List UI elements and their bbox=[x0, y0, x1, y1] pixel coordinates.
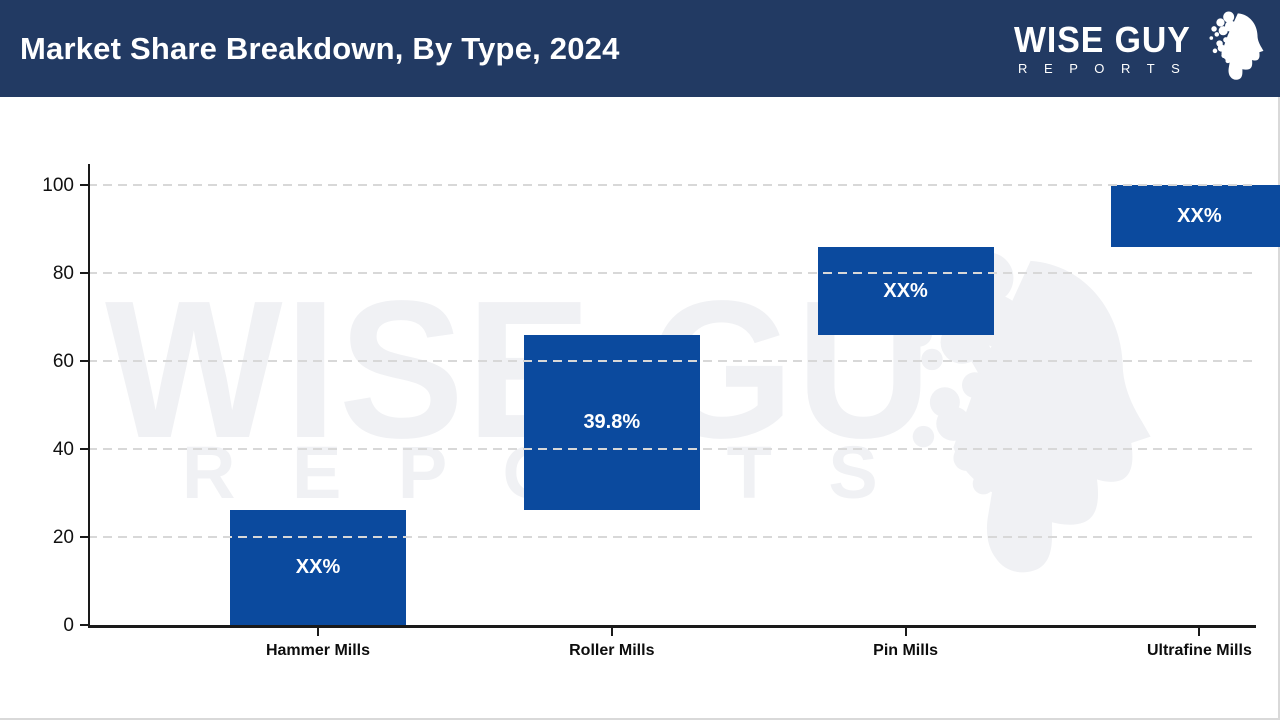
y-tick-40 bbox=[80, 448, 88, 450]
bar-roller-mills bbox=[523, 334, 700, 510]
y-tick-label-40: 40 bbox=[52, 439, 74, 460]
y-tick-100 bbox=[80, 184, 88, 186]
wiseguy-logo-text: WISE GUY R E P O R T S bbox=[1014, 21, 1202, 76]
gridline-y-60 bbox=[88, 360, 1254, 362]
logo-subtitle: R E P O R T S bbox=[1017, 60, 1187, 76]
y-tick-label-20: 20 bbox=[52, 527, 74, 548]
x-tick-4 bbox=[1198, 627, 1201, 636]
x-tick-3 bbox=[904, 627, 907, 636]
gridline-y-40 bbox=[88, 448, 1254, 450]
x-axis-line bbox=[88, 625, 1256, 628]
bar-pin-mills bbox=[817, 247, 994, 335]
y-tick-label-100: 100 bbox=[42, 175, 74, 196]
y-tick-80 bbox=[80, 272, 88, 274]
x-tick-label-ultrafine-mills: Ultrafine Mills bbox=[1146, 642, 1252, 659]
x-tick-2 bbox=[610, 627, 613, 636]
bar-value-label-3: XX% bbox=[883, 279, 928, 302]
x-tick-label-hammer-mills: Hammer Mills bbox=[265, 642, 371, 659]
y-tick-label-80: 80 bbox=[52, 263, 74, 284]
gridline-y-100 bbox=[88, 184, 1254, 186]
bar-value-label-4: XX% bbox=[1177, 205, 1222, 228]
header-bar: Market Share Breakdown, By Type, 2024 WI… bbox=[0, 0, 1280, 97]
gridline-y-80 bbox=[88, 272, 1254, 274]
y-axis-line bbox=[88, 164, 90, 627]
y-tick-60 bbox=[80, 360, 88, 362]
y-tick-0 bbox=[80, 624, 88, 626]
bar-value-label-1: XX% bbox=[295, 556, 341, 579]
bar-value-label-2: 39.8% bbox=[583, 411, 641, 434]
page-title: Market Share Breakdown, By Type, 2024 bbox=[20, 30, 620, 66]
wiseguy-head-icon bbox=[1209, 11, 1264, 80]
bar-ultrafine-mills bbox=[1111, 185, 1280, 248]
wiseguy-logo: WISE GUY R E P O R T S bbox=[1014, 6, 1280, 92]
x-tick-label-pin-mills: Pin Mills bbox=[873, 642, 939, 659]
gridline-y-20 bbox=[88, 536, 1254, 538]
y-tick-label-0: 0 bbox=[63, 615, 74, 636]
logo-wordmark: WISE GUY bbox=[1013, 19, 1191, 61]
y-tick-label-60: 60 bbox=[52, 351, 74, 372]
x-tick-1 bbox=[317, 627, 319, 636]
bar-hammer-mills bbox=[230, 509, 406, 625]
y-tick-20 bbox=[80, 536, 88, 538]
x-tick-label-roller-mills: Roller Mills bbox=[569, 642, 655, 659]
